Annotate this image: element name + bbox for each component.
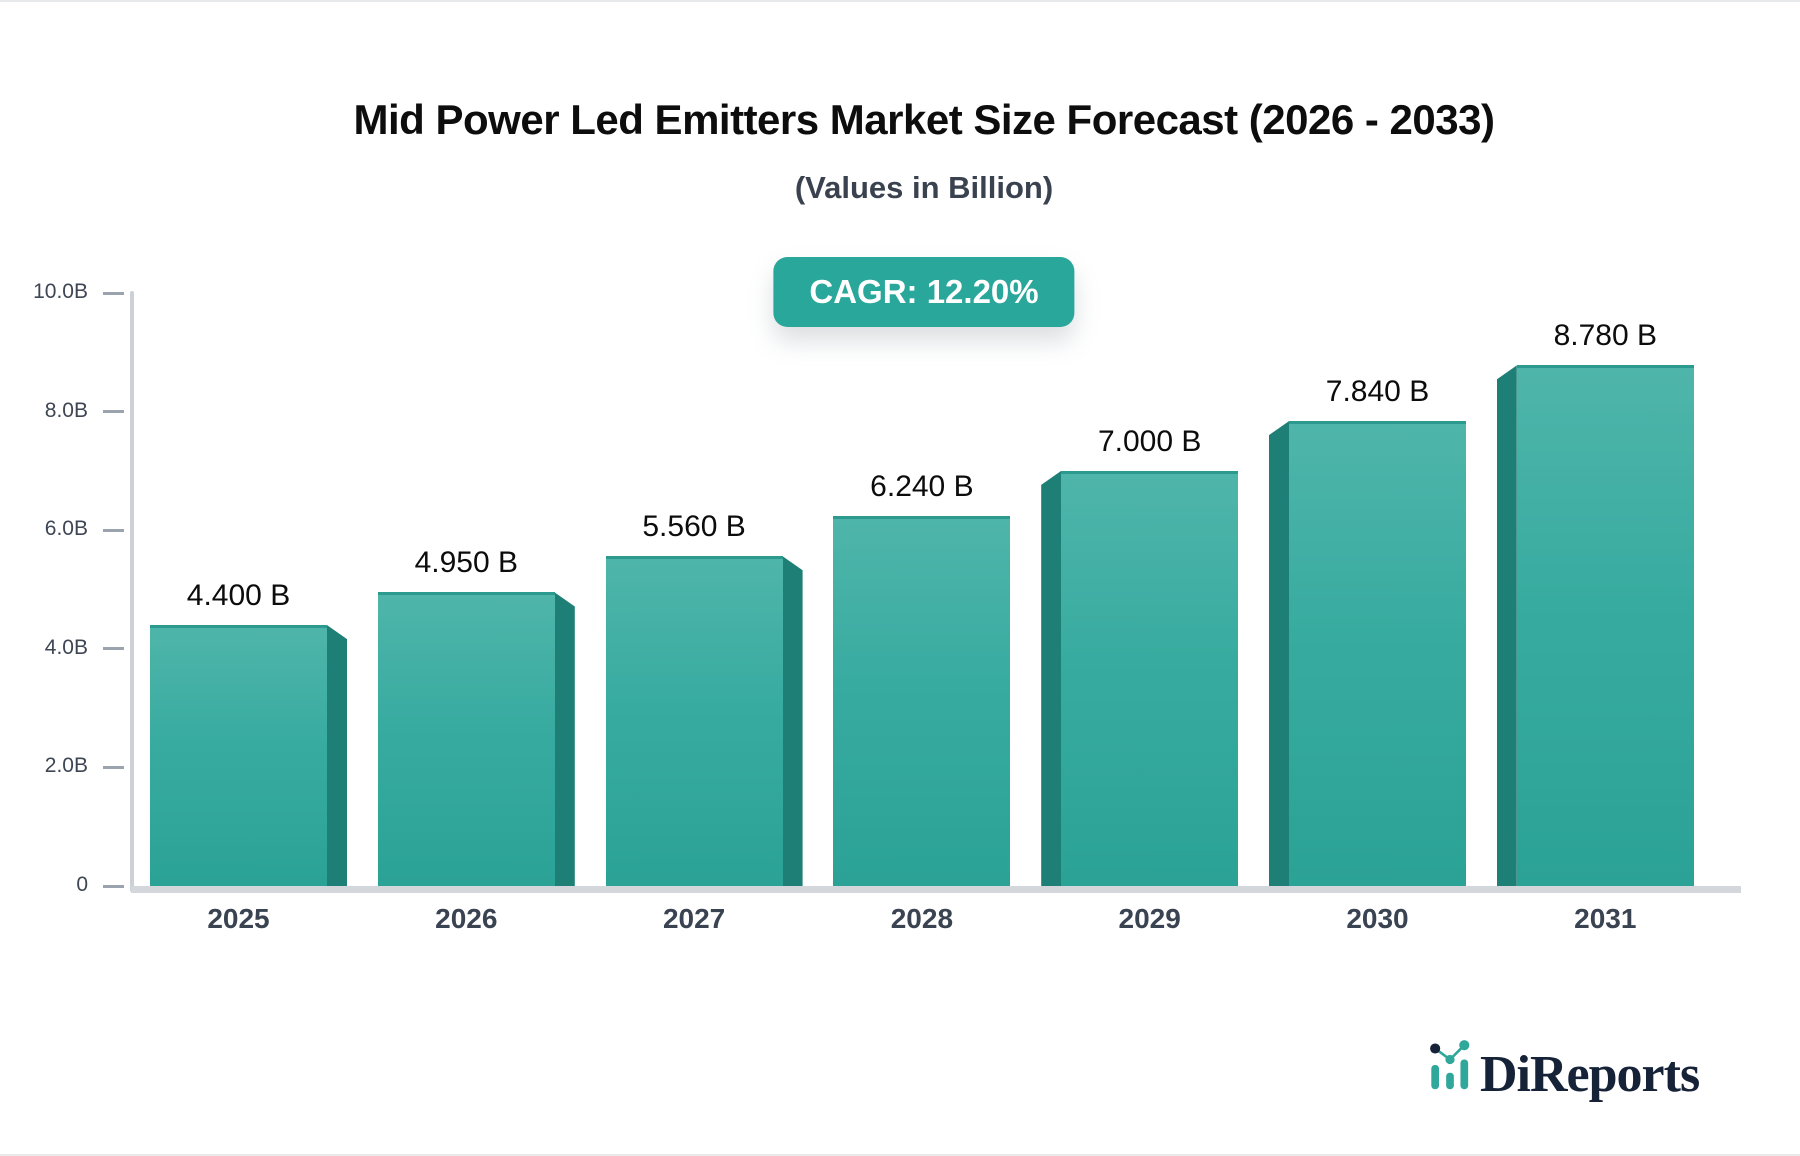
bar-value-label: 4.400 B xyxy=(186,579,291,613)
bar-value-label: 8.780 B xyxy=(1553,319,1657,353)
y-axis-tick-label: 2.0B xyxy=(44,754,88,778)
brand-name: DiReports xyxy=(1480,1046,1700,1103)
bar-2028 xyxy=(833,515,1011,886)
bar-3d-side-2027 xyxy=(782,556,803,886)
y-axis-tick-label: 8.0B xyxy=(44,398,88,422)
bar-2031 xyxy=(1516,365,1694,886)
y-axis-tick-label: 4.0B xyxy=(44,635,88,659)
x-axis-tick-label: 2027 xyxy=(662,903,726,934)
bar-3d-side-2030 xyxy=(1269,421,1289,886)
chart-title: Mid Power Led Emitters Market Size Forec… xyxy=(353,96,1495,143)
bar-line-chart-icon xyxy=(1428,1038,1472,1097)
cagr-badge: CAGR: 12.20% xyxy=(773,257,1075,327)
y-axis-tick xyxy=(103,884,124,888)
bar-3d-side-2026 xyxy=(554,592,575,886)
bar-3d-side-2029 xyxy=(1041,470,1062,886)
brand-logo: DiReports xyxy=(1428,1038,1700,1103)
bar-2029 xyxy=(1061,470,1239,886)
bar-2027 xyxy=(605,556,783,886)
y-axis-tick-label: 6.0B xyxy=(44,517,88,541)
bar-3d-side-2031 xyxy=(1496,365,1517,886)
bar-value-label: 6.240 B xyxy=(870,469,974,503)
x-axis-tick-label: 2028 xyxy=(890,903,954,934)
y-axis-tick-label: 10.0B xyxy=(33,280,88,303)
bar-value-label: 4.950 B xyxy=(414,546,518,580)
bar-value-label: 5.560 B xyxy=(642,510,746,544)
y-axis-tick xyxy=(103,291,124,295)
bar-2030 xyxy=(1289,421,1466,886)
y-axis-tick xyxy=(103,765,124,769)
bar-value-label: 7.840 B xyxy=(1325,375,1430,409)
chart-subtitle: (Values in Billion) xyxy=(794,170,1054,205)
y-axis-tick xyxy=(103,647,124,651)
x-axis-tick-label: 2029 xyxy=(1118,903,1181,934)
x-axis-tick-label: 2030 xyxy=(1346,903,1409,934)
y-axis-tick xyxy=(103,410,124,414)
bar-value-label: 7.000 B xyxy=(1097,424,1202,458)
x-axis-tick-label: 2026 xyxy=(435,903,498,934)
y-axis-tick xyxy=(103,528,124,532)
bar-2025 xyxy=(150,625,327,886)
x-axis-baseline xyxy=(131,886,1741,893)
y-axis-tick-label: 0 xyxy=(76,873,88,896)
y-axis-line xyxy=(130,291,134,892)
bar-2026 xyxy=(377,592,555,886)
bar-3d-side-2025 xyxy=(327,625,347,886)
x-axis-tick-label: 2031 xyxy=(1574,903,1637,934)
x-axis-tick-label: 2025 xyxy=(207,903,270,934)
